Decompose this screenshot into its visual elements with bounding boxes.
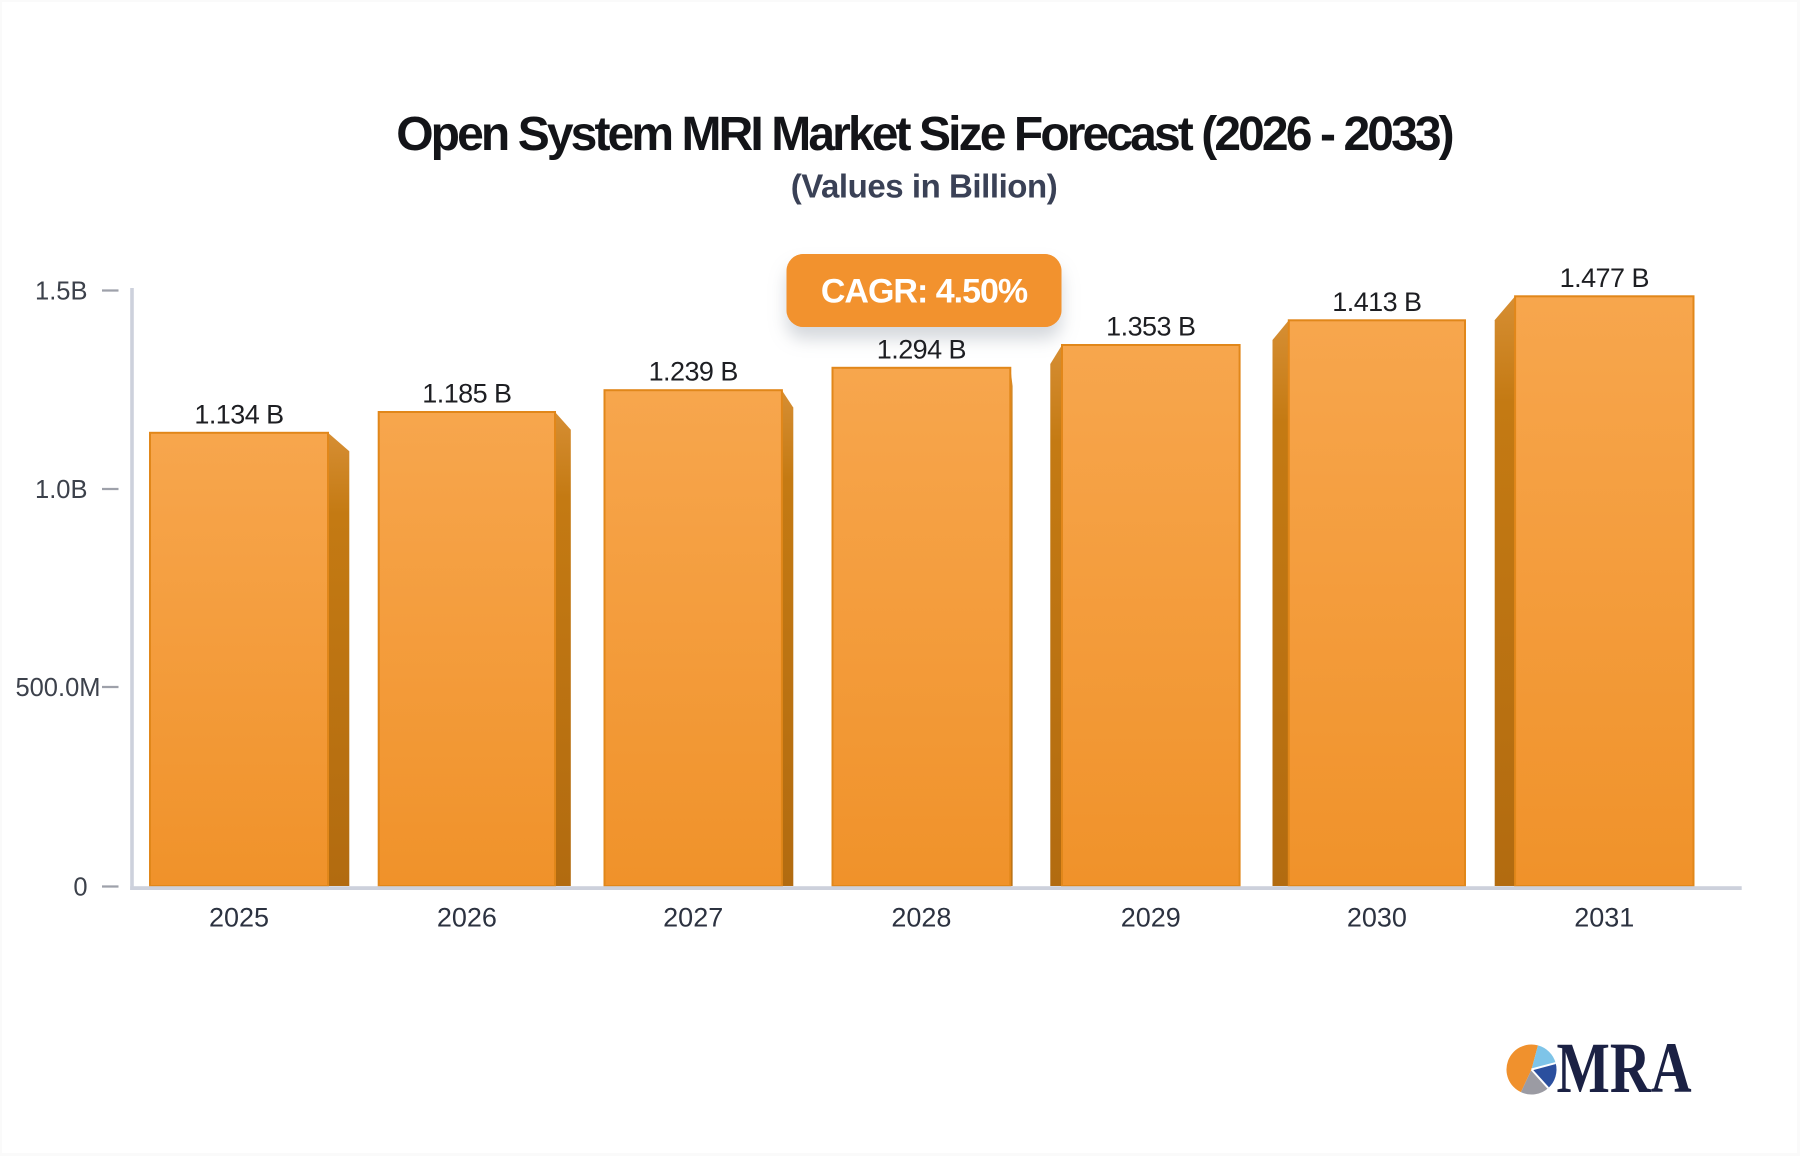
svg-text:MRA: MRA xyxy=(1557,1028,1692,1108)
svg-text:1.477 B: 1.477 B xyxy=(1560,263,1649,293)
svg-text:CAGR: 4.50%: CAGR: 4.50% xyxy=(821,273,1028,311)
svg-text:1.413 B: 1.413 B xyxy=(1332,287,1421,317)
svg-text:2027: 2027 xyxy=(663,902,723,932)
svg-text:1.5B: 1.5B xyxy=(35,277,87,305)
svg-text:2025: 2025 xyxy=(209,902,269,932)
svg-text:(Values in Billion): (Values in Billion) xyxy=(791,168,1058,205)
svg-text:1.353 B: 1.353 B xyxy=(1106,312,1195,342)
svg-text:1.185 B: 1.185 B xyxy=(422,379,511,409)
svg-text:2028: 2028 xyxy=(891,902,951,932)
svg-text:1.294 B: 1.294 B xyxy=(877,334,966,364)
svg-text:500.0M: 500.0M xyxy=(15,674,100,702)
svg-text:2030: 2030 xyxy=(1347,902,1407,932)
svg-text:1.0B: 1.0B xyxy=(35,476,87,504)
svg-text:Open System MRI Market Size Fo: Open System MRI Market Size Forecast (20… xyxy=(396,108,1452,161)
svg-text:2031: 2031 xyxy=(1574,902,1634,932)
svg-text:1.134 B: 1.134 B xyxy=(194,399,283,429)
svg-text:2026: 2026 xyxy=(437,902,497,932)
svg-text:0: 0 xyxy=(73,873,87,901)
svg-text:1.239 B: 1.239 B xyxy=(649,357,738,387)
svg-text:2029: 2029 xyxy=(1121,902,1181,932)
